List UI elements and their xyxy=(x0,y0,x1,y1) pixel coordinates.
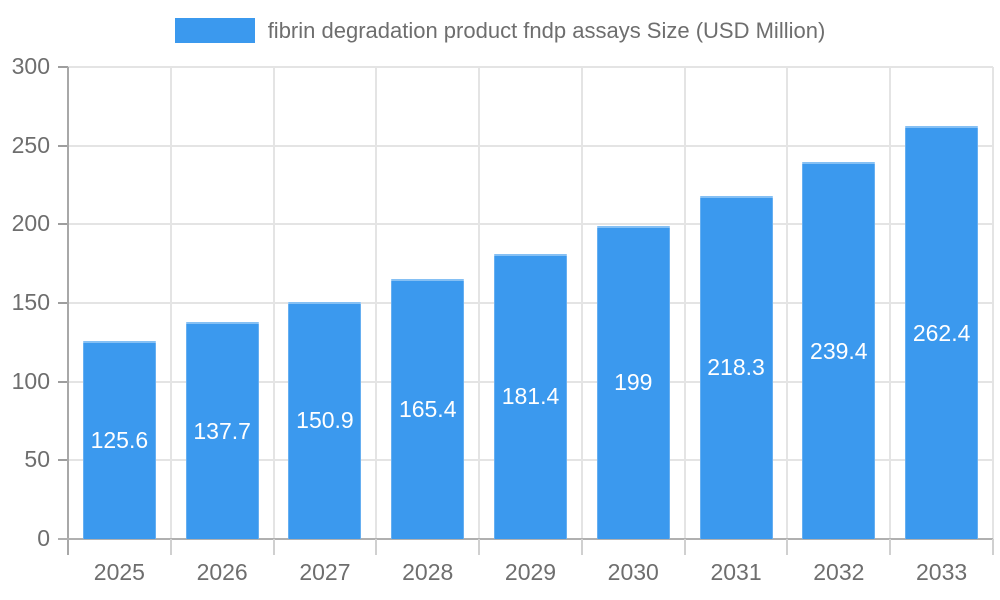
bar-value-label: 150.9 xyxy=(296,407,354,434)
vertical-gridline xyxy=(889,67,892,539)
bar[interactable] xyxy=(494,253,567,539)
vertical-gridline xyxy=(992,67,994,539)
bar-value-label: 181.4 xyxy=(501,383,560,410)
legend: fibrin degradation product fndp assays S… xyxy=(0,18,1000,43)
x-axis-category-label: 2026 xyxy=(196,559,248,585)
y-axis-label: 150 xyxy=(11,289,50,315)
bar-value-label: 125.6 xyxy=(90,427,149,454)
y-axis-label: 200 xyxy=(11,210,50,237)
x-axis-category-label: 2029 xyxy=(504,559,557,585)
vertical-gridline xyxy=(478,67,481,539)
x-axis-category-label: 2025 xyxy=(93,559,145,585)
vertical-gridline xyxy=(683,67,686,539)
x-axis-category-label: 2032 xyxy=(813,559,865,585)
vertical-gridline xyxy=(786,67,789,539)
bar[interactable] xyxy=(82,341,156,539)
y-axis-label: 0 xyxy=(37,525,50,551)
bar-value-label: 239.4 xyxy=(810,337,868,364)
y-axis-label: 50 xyxy=(24,446,50,473)
bar-value-label: 262.4 xyxy=(912,319,971,346)
y-axis-tick xyxy=(58,144,68,147)
y-axis-line xyxy=(67,67,69,555)
horizontal-gridline xyxy=(68,144,993,147)
x-axis-tick xyxy=(580,539,583,555)
x-axis-tick xyxy=(478,539,481,555)
y-axis-tick xyxy=(58,459,68,462)
y-axis-label: 250 xyxy=(11,131,50,158)
bar[interactable] xyxy=(596,225,670,539)
x-axis-tick xyxy=(272,539,275,555)
vertical-gridline xyxy=(272,67,275,539)
bar[interactable] xyxy=(802,162,876,539)
bar[interactable] xyxy=(185,322,259,539)
y-axis-tick xyxy=(58,223,68,226)
vertical-gridline xyxy=(169,67,172,539)
bar-value-label: 218.3 xyxy=(707,354,765,381)
y-axis-label: 100 xyxy=(11,367,50,394)
x-axis-category-label: 2028 xyxy=(402,559,454,585)
y-axis-label: 300 xyxy=(11,53,50,79)
x-axis-category-label: 2033 xyxy=(916,559,968,585)
x-axis-category-label: 2027 xyxy=(299,559,351,585)
x-axis-tick xyxy=(889,539,892,555)
bar-value-label: 137.7 xyxy=(193,417,251,444)
x-axis-category-label: 2031 xyxy=(710,559,762,585)
x-axis-tick xyxy=(169,539,172,555)
y-axis-tick xyxy=(58,66,68,68)
x-axis-category-label: 2030 xyxy=(607,559,659,585)
y-axis-tick xyxy=(58,302,68,304)
x-axis-tick xyxy=(992,539,994,555)
x-axis-line xyxy=(58,538,993,540)
bar-value-label: 199 xyxy=(614,369,653,396)
bar-value-label: 165.4 xyxy=(398,395,457,422)
legend-label[interactable]: fibrin degradation product fndp assays S… xyxy=(267,18,826,43)
horizontal-gridline xyxy=(68,66,993,68)
bar[interactable] xyxy=(288,301,362,539)
bar[interactable] xyxy=(905,126,979,539)
x-axis-tick xyxy=(375,539,378,555)
bar[interactable] xyxy=(391,278,465,539)
x-axis-tick xyxy=(786,539,789,555)
bar[interactable] xyxy=(699,195,773,539)
x-axis-tick xyxy=(683,539,686,555)
horizontal-gridline xyxy=(68,223,993,226)
vertical-gridline xyxy=(580,67,583,539)
y-axis-tick xyxy=(58,380,68,383)
legend-swatch[interactable] xyxy=(174,18,255,43)
vertical-gridline xyxy=(375,67,378,539)
